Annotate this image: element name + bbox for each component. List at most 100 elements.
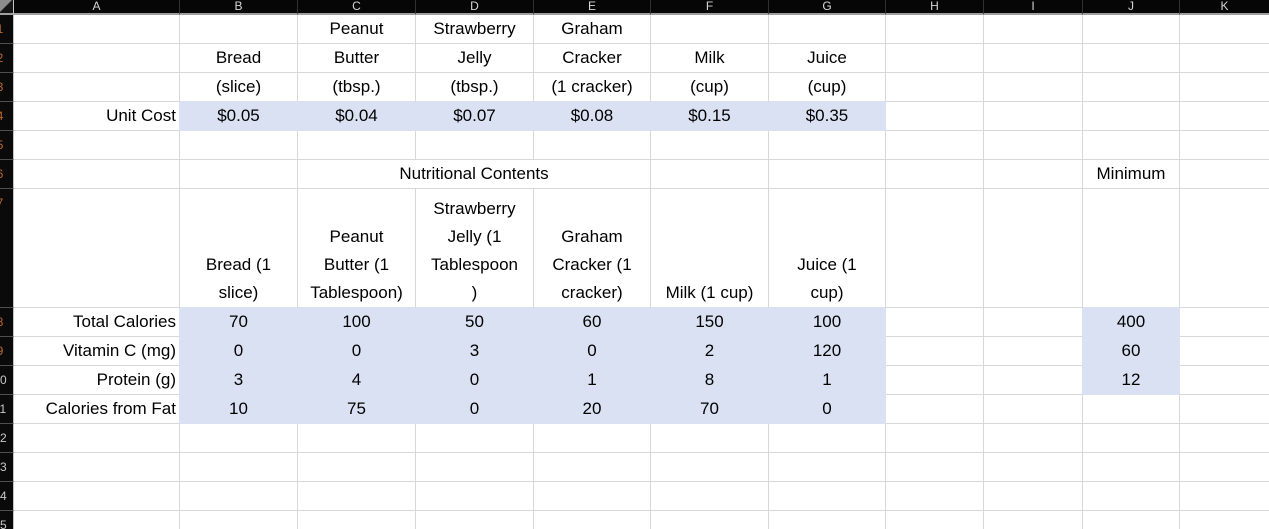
row-header-8[interactable]: 8 bbox=[0, 308, 14, 337]
row-header-3[interactable]: 3 bbox=[0, 73, 14, 102]
cell-C15[interactable] bbox=[298, 511, 416, 529]
row-header-9[interactable]: 9 bbox=[0, 337, 14, 366]
cell-E7[interactable]: Graham Cracker (1 cracker) bbox=[534, 189, 651, 308]
cell-F7[interactable]: Milk (1 cup) bbox=[651, 189, 769, 308]
cell-C7[interactable]: Peanut Butter (1 Tablespoon) bbox=[298, 189, 416, 308]
cell-J7[interactable] bbox=[1083, 189, 1180, 308]
cell-E13[interactable] bbox=[534, 453, 651, 482]
cell-F15[interactable] bbox=[651, 511, 769, 529]
column-header-C[interactable]: C bbox=[298, 0, 416, 15]
cell-A6[interactable] bbox=[14, 160, 180, 189]
cell-I12[interactable] bbox=[984, 424, 1083, 453]
cell-C13[interactable] bbox=[298, 453, 416, 482]
cell-K4[interactable] bbox=[1180, 102, 1269, 131]
cell-B6[interactable] bbox=[180, 160, 298, 189]
cell-I6[interactable] bbox=[984, 160, 1083, 189]
row-header-4[interactable]: 4 bbox=[0, 102, 14, 131]
cell-K3[interactable] bbox=[1180, 73, 1269, 102]
cell-B13[interactable] bbox=[180, 453, 298, 482]
cell-F5[interactable] bbox=[651, 131, 769, 160]
cell-B5[interactable] bbox=[180, 131, 298, 160]
cell-F14[interactable] bbox=[651, 482, 769, 511]
cell-I11[interactable] bbox=[984, 395, 1083, 424]
cell-J8[interactable]: 400 bbox=[1083, 308, 1180, 337]
cell-E11[interactable]: 20 bbox=[534, 395, 651, 424]
cell-H4[interactable] bbox=[886, 102, 984, 131]
cell-A7[interactable] bbox=[14, 189, 180, 308]
cell-G15[interactable] bbox=[769, 511, 886, 529]
cell-F4[interactable]: $0.15 bbox=[651, 102, 769, 131]
cell-G12[interactable] bbox=[769, 424, 886, 453]
cell-I2[interactable] bbox=[984, 44, 1083, 73]
cell-C3[interactable]: (tbsp.) bbox=[298, 73, 416, 102]
cell-A3[interactable] bbox=[14, 73, 180, 102]
cell-E9[interactable]: 0 bbox=[534, 337, 651, 366]
cell-H6[interactable] bbox=[886, 160, 984, 189]
cell-E10[interactable]: 1 bbox=[534, 366, 651, 395]
cell-E14[interactable] bbox=[534, 482, 651, 511]
cell-K5[interactable] bbox=[1180, 131, 1269, 160]
cell-G3[interactable]: (cup) bbox=[769, 73, 886, 102]
cell-K11[interactable] bbox=[1180, 395, 1269, 424]
cell-C14[interactable] bbox=[298, 482, 416, 511]
cell-I1[interactable] bbox=[984, 15, 1083, 44]
cell-B3[interactable]: (slice) bbox=[180, 73, 298, 102]
cell-H14[interactable] bbox=[886, 482, 984, 511]
cell-G6[interactable] bbox=[769, 160, 886, 189]
row-header-2[interactable]: 2 bbox=[0, 44, 14, 73]
row-header-10[interactable]: 10 bbox=[0, 366, 14, 395]
cell-B2[interactable]: Bread bbox=[180, 44, 298, 73]
cell-D9[interactable]: 3 bbox=[416, 337, 534, 366]
cell-C10[interactable]: 4 bbox=[298, 366, 416, 395]
cell-A10[interactable]: Protein (g) bbox=[14, 366, 180, 395]
cell-J13[interactable] bbox=[1083, 453, 1180, 482]
cell-K6[interactable] bbox=[1180, 160, 1269, 189]
column-header-I[interactable]: I bbox=[984, 0, 1083, 15]
cell-B4[interactable]: $0.05 bbox=[180, 102, 298, 131]
cell-J12[interactable] bbox=[1083, 424, 1180, 453]
cell-D7[interactable]: Strawberry Jelly (1 Tablespoon ) bbox=[416, 189, 534, 308]
cell-I8[interactable] bbox=[984, 308, 1083, 337]
column-header-J[interactable]: J bbox=[1083, 0, 1180, 15]
row-header-14[interactable]: 14 bbox=[0, 482, 14, 511]
cell-A14[interactable] bbox=[14, 482, 180, 511]
cell-H3[interactable] bbox=[886, 73, 984, 102]
cell-B12[interactable] bbox=[180, 424, 298, 453]
cell-D11[interactable]: 0 bbox=[416, 395, 534, 424]
column-header-G[interactable]: G bbox=[769, 0, 886, 15]
select-all-corner[interactable] bbox=[0, 0, 14, 15]
cell-H9[interactable] bbox=[886, 337, 984, 366]
row-header-12[interactable]: 12 bbox=[0, 424, 14, 453]
cell-D14[interactable] bbox=[416, 482, 534, 511]
column-header-D[interactable]: D bbox=[416, 0, 534, 15]
cell-B7[interactable]: Bread (1 slice) bbox=[180, 189, 298, 308]
row-header-7[interactable]: 7 bbox=[0, 189, 14, 308]
cell-H15[interactable] bbox=[886, 511, 984, 529]
cell-I5[interactable] bbox=[984, 131, 1083, 160]
cell-G4[interactable]: $0.35 bbox=[769, 102, 886, 131]
cell-D3[interactable]: (tbsp.) bbox=[416, 73, 534, 102]
cell-C4[interactable]: $0.04 bbox=[298, 102, 416, 131]
cell-B11[interactable]: 10 bbox=[180, 395, 298, 424]
cell-K7[interactable] bbox=[1180, 189, 1269, 308]
cell-D12[interactable] bbox=[416, 424, 534, 453]
cell-K1[interactable] bbox=[1180, 15, 1269, 44]
cell-I10[interactable] bbox=[984, 366, 1083, 395]
cell-G5[interactable] bbox=[769, 131, 886, 160]
cell-D5[interactable] bbox=[416, 131, 534, 160]
cell-K2[interactable] bbox=[1180, 44, 1269, 73]
column-header-F[interactable]: F bbox=[651, 0, 769, 15]
cell-D13[interactable] bbox=[416, 453, 534, 482]
cell-K14[interactable] bbox=[1180, 482, 1269, 511]
row-header-13[interactable]: 13 bbox=[0, 453, 14, 482]
cell-K13[interactable] bbox=[1180, 453, 1269, 482]
cell-H1[interactable] bbox=[886, 15, 984, 44]
cell-A12[interactable] bbox=[14, 424, 180, 453]
cell-A8[interactable]: Total Calories bbox=[14, 308, 180, 337]
cell-K12[interactable] bbox=[1180, 424, 1269, 453]
cell-H13[interactable] bbox=[886, 453, 984, 482]
cell-J6[interactable]: Minimum bbox=[1083, 160, 1180, 189]
cell-H12[interactable] bbox=[886, 424, 984, 453]
cell-H10[interactable] bbox=[886, 366, 984, 395]
cell-D15[interactable] bbox=[416, 511, 534, 529]
